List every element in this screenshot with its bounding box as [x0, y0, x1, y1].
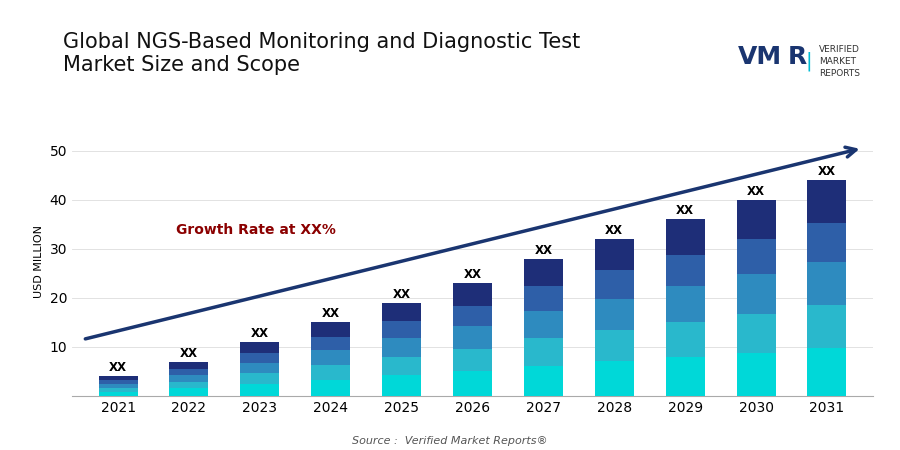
Bar	[524, 366, 562, 396]
Bar	[99, 376, 138, 380]
Bar	[169, 369, 209, 375]
Text: XX: XX	[464, 268, 482, 281]
Bar	[99, 388, 138, 392]
Bar	[595, 239, 634, 270]
Bar	[311, 322, 350, 337]
Bar	[240, 374, 279, 384]
Bar	[666, 322, 705, 357]
Bar	[666, 357, 705, 396]
Bar	[524, 286, 562, 311]
Bar	[240, 342, 279, 353]
Text: VM: VM	[738, 45, 782, 69]
Bar	[666, 219, 705, 255]
Bar	[382, 357, 421, 375]
Bar	[311, 351, 350, 365]
Text: Global NGS-Based Monitoring and Diagnostic Test
Market Size and Scope: Global NGS-Based Monitoring and Diagnost…	[63, 32, 580, 75]
Text: XX: XX	[109, 361, 127, 374]
Bar	[169, 382, 209, 388]
Text: VERIFIED
MARKET
REPORTS: VERIFIED MARKET REPORTS	[819, 45, 860, 77]
Text: XX: XX	[747, 184, 765, 198]
Bar	[807, 348, 846, 396]
Bar	[311, 380, 350, 396]
Bar	[169, 375, 209, 382]
Bar	[666, 287, 705, 322]
Bar	[311, 337, 350, 351]
Text: XX: XX	[392, 288, 410, 301]
Bar	[99, 380, 138, 384]
Bar	[169, 362, 209, 369]
Bar	[595, 330, 634, 361]
Bar	[736, 274, 776, 314]
Bar	[382, 375, 421, 396]
Text: R: R	[788, 45, 806, 69]
Text: XX: XX	[535, 243, 553, 256]
Text: Growth Rate at XX%: Growth Rate at XX%	[176, 223, 336, 237]
Bar	[524, 338, 562, 366]
Text: |: |	[806, 52, 812, 71]
Bar	[524, 311, 562, 338]
Bar	[311, 365, 350, 380]
Bar	[453, 326, 492, 349]
Y-axis label: USD MILLION: USD MILLION	[34, 225, 44, 297]
Text: Source :  Verified Market Reports®: Source : Verified Market Reports®	[352, 436, 548, 446]
Bar	[453, 371, 492, 396]
Bar	[807, 262, 846, 305]
Text: XX: XX	[676, 204, 694, 217]
Text: XX: XX	[606, 224, 624, 237]
Bar	[736, 200, 776, 239]
Bar	[524, 259, 562, 286]
Bar	[453, 349, 492, 371]
Bar	[736, 353, 776, 396]
Bar	[736, 239, 776, 274]
Bar	[453, 283, 492, 306]
Bar	[595, 299, 634, 330]
Bar	[807, 180, 846, 223]
Bar	[666, 255, 705, 287]
Bar	[240, 363, 279, 374]
Bar	[595, 361, 634, 396]
Bar	[169, 388, 209, 396]
Text: XX: XX	[818, 165, 836, 178]
Bar	[99, 392, 138, 396]
Bar	[807, 223, 846, 262]
Bar	[453, 306, 492, 326]
Bar	[382, 303, 421, 321]
Bar	[99, 384, 138, 388]
Text: XX: XX	[321, 307, 339, 320]
Bar	[595, 270, 634, 299]
Bar	[807, 305, 846, 348]
Text: XX: XX	[180, 346, 198, 360]
Bar	[382, 321, 421, 338]
Bar	[736, 314, 776, 353]
Bar	[240, 384, 279, 396]
Text: XX: XX	[251, 327, 269, 340]
Bar	[382, 338, 421, 357]
Bar	[240, 353, 279, 363]
